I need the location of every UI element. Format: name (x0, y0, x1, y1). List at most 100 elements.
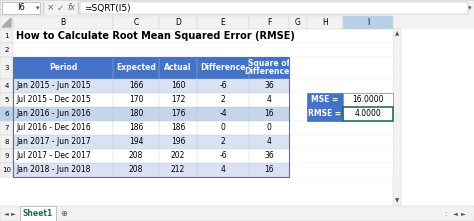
Text: ✓: ✓ (56, 4, 64, 13)
Text: 212: 212 (171, 166, 185, 175)
Text: E: E (220, 18, 225, 27)
Text: 8: 8 (4, 139, 9, 145)
Text: 16: 16 (264, 109, 274, 118)
FancyBboxPatch shape (13, 57, 393, 79)
Text: D: D (175, 18, 181, 27)
Text: Expected: Expected (116, 63, 156, 72)
Text: fx: fx (67, 4, 75, 13)
Text: -4: -4 (219, 109, 227, 118)
FancyBboxPatch shape (159, 16, 197, 29)
FancyBboxPatch shape (20, 206, 56, 221)
Text: Jan 2016 - Jun 2016: Jan 2016 - Jun 2016 (16, 109, 91, 118)
FancyBboxPatch shape (0, 93, 13, 107)
FancyBboxPatch shape (13, 79, 393, 93)
FancyBboxPatch shape (343, 16, 393, 29)
FancyBboxPatch shape (13, 163, 289, 177)
Text: 186: 186 (171, 124, 185, 133)
Text: 208: 208 (129, 166, 143, 175)
FancyBboxPatch shape (0, 135, 13, 149)
FancyBboxPatch shape (307, 107, 343, 121)
Text: 1: 1 (4, 33, 9, 39)
Text: B: B (61, 18, 65, 27)
FancyBboxPatch shape (307, 16, 343, 29)
FancyBboxPatch shape (343, 93, 393, 107)
Text: Jan 2017 - Jun 2017: Jan 2017 - Jun 2017 (16, 137, 91, 147)
FancyBboxPatch shape (0, 57, 13, 79)
Text: 186: 186 (129, 124, 143, 133)
FancyBboxPatch shape (0, 0, 474, 16)
Text: F: F (267, 18, 271, 27)
Text: A: A (4, 18, 9, 27)
Text: 36: 36 (264, 152, 274, 160)
FancyBboxPatch shape (307, 93, 343, 107)
FancyBboxPatch shape (13, 107, 393, 121)
Text: ▾: ▾ (468, 5, 472, 11)
FancyBboxPatch shape (13, 121, 393, 135)
FancyBboxPatch shape (0, 43, 13, 57)
Text: =SQRT(I5): =SQRT(I5) (84, 4, 131, 13)
Text: G: G (295, 18, 301, 27)
FancyBboxPatch shape (0, 206, 474, 221)
Text: RMSE =: RMSE = (309, 109, 342, 118)
FancyBboxPatch shape (13, 57, 289, 79)
Text: -6: -6 (219, 82, 227, 91)
Text: 194: 194 (129, 137, 143, 147)
FancyBboxPatch shape (0, 163, 13, 177)
FancyBboxPatch shape (249, 16, 289, 29)
Text: 5: 5 (4, 97, 9, 103)
Text: Differences: Differences (244, 67, 294, 76)
Text: 176: 176 (171, 109, 185, 118)
FancyBboxPatch shape (13, 135, 393, 149)
Polygon shape (2, 18, 11, 27)
Text: -6: -6 (219, 152, 227, 160)
Text: 2: 2 (220, 95, 225, 105)
Text: 4: 4 (266, 137, 272, 147)
Text: How to Calculate Root Mean Squared Error (RMSE): How to Calculate Root Mean Squared Error… (16, 31, 295, 41)
Text: 0: 0 (266, 124, 272, 133)
Text: 7: 7 (4, 125, 9, 131)
Text: 4: 4 (220, 166, 226, 175)
FancyBboxPatch shape (0, 29, 13, 43)
FancyBboxPatch shape (343, 107, 393, 121)
Text: 160: 160 (171, 82, 185, 91)
Text: :: : (444, 210, 446, 217)
FancyBboxPatch shape (13, 149, 393, 163)
Text: 36: 36 (264, 82, 274, 91)
Text: ◄: ◄ (453, 211, 457, 216)
Text: 16: 16 (264, 166, 274, 175)
Text: Square of: Square of (248, 59, 290, 69)
Text: I6: I6 (17, 4, 25, 13)
Text: 3: 3 (4, 65, 9, 71)
Text: 170: 170 (129, 95, 143, 105)
Text: 202: 202 (171, 152, 185, 160)
Text: ▾: ▾ (36, 5, 40, 11)
Text: ▲: ▲ (395, 32, 399, 36)
FancyBboxPatch shape (2, 2, 40, 14)
Text: 2: 2 (220, 137, 225, 147)
FancyBboxPatch shape (0, 149, 13, 163)
Text: Difference: Difference (201, 63, 246, 72)
Text: 4: 4 (4, 83, 9, 89)
Text: Jan 2018 - Jun 2018: Jan 2018 - Jun 2018 (16, 166, 91, 175)
Text: Period: Period (49, 63, 77, 72)
FancyBboxPatch shape (13, 29, 393, 43)
FancyBboxPatch shape (13, 163, 393, 177)
Text: I: I (367, 18, 369, 27)
FancyBboxPatch shape (13, 79, 289, 93)
FancyBboxPatch shape (13, 93, 393, 107)
Text: Jul 2017 - Dec 2017: Jul 2017 - Dec 2017 (16, 152, 91, 160)
FancyBboxPatch shape (0, 107, 13, 121)
Text: ◄: ◄ (4, 211, 9, 216)
FancyBboxPatch shape (0, 16, 13, 29)
FancyBboxPatch shape (13, 16, 113, 29)
Text: ►: ► (461, 211, 465, 216)
FancyBboxPatch shape (0, 121, 13, 135)
Text: 4.0000: 4.0000 (355, 109, 382, 118)
Text: 2: 2 (4, 47, 9, 53)
Text: ▼: ▼ (395, 198, 399, 204)
Text: Jan 2015 - Jun 2015: Jan 2015 - Jun 2015 (16, 82, 91, 91)
FancyBboxPatch shape (13, 149, 289, 163)
Text: 4: 4 (266, 95, 272, 105)
Text: 9: 9 (4, 153, 9, 159)
Text: Jul 2015 - Dec 2015: Jul 2015 - Dec 2015 (16, 95, 91, 105)
